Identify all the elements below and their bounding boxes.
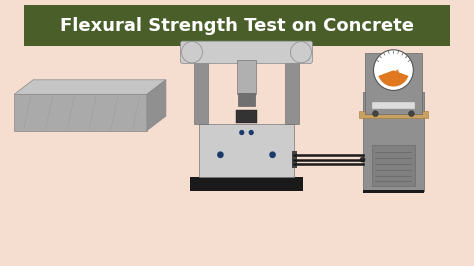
FancyBboxPatch shape (372, 145, 415, 186)
FancyBboxPatch shape (359, 111, 428, 118)
FancyBboxPatch shape (24, 5, 450, 46)
FancyBboxPatch shape (365, 53, 422, 114)
FancyBboxPatch shape (190, 177, 303, 191)
Circle shape (374, 50, 413, 90)
Circle shape (217, 151, 224, 158)
Circle shape (182, 41, 202, 63)
FancyBboxPatch shape (363, 190, 424, 193)
Circle shape (239, 130, 245, 135)
Circle shape (269, 151, 276, 158)
FancyBboxPatch shape (237, 60, 256, 94)
Circle shape (360, 157, 365, 163)
FancyBboxPatch shape (199, 124, 294, 177)
FancyBboxPatch shape (285, 61, 299, 124)
FancyBboxPatch shape (363, 92, 424, 191)
Circle shape (373, 111, 378, 117)
FancyBboxPatch shape (372, 102, 415, 109)
FancyBboxPatch shape (292, 151, 297, 168)
FancyBboxPatch shape (181, 41, 312, 63)
FancyBboxPatch shape (238, 93, 255, 106)
Wedge shape (377, 54, 410, 76)
Circle shape (409, 111, 414, 117)
FancyBboxPatch shape (194, 61, 208, 124)
FancyBboxPatch shape (14, 94, 147, 131)
Polygon shape (14, 80, 166, 94)
Text: Flexural Strength Test on Concrete: Flexural Strength Test on Concrete (60, 17, 414, 35)
Polygon shape (147, 80, 166, 131)
Circle shape (291, 41, 311, 63)
Circle shape (248, 130, 254, 135)
FancyBboxPatch shape (236, 110, 257, 123)
Wedge shape (378, 70, 409, 86)
